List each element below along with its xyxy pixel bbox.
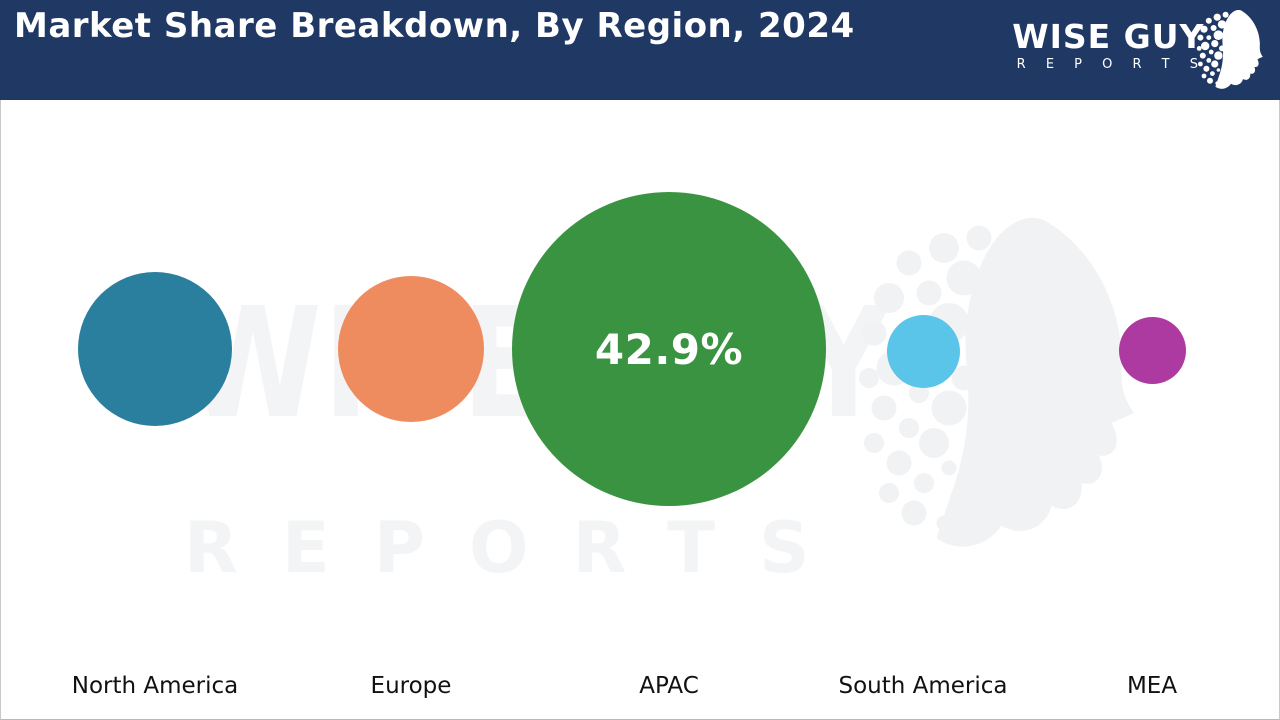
bubble-europe [338,276,484,422]
bubble-value-label: 42.9% [594,324,744,374]
watermark-brand-subtext: REPORTS [184,507,854,589]
bubble-mea [1118,316,1186,384]
category-label-south-america: South America [838,673,1008,699]
watermark-face-icon [839,218,1139,568]
brand-logo: WISE GUY R E P O R T S [1011,10,1266,94]
page-title: Market Share Breakdown, By Region, 2024 [14,6,855,46]
bubble-south-america [886,314,960,388]
category-label-europe: Europe [370,673,452,699]
category-label-apac: APAC [639,673,699,699]
category-label-mea: MEA [1126,673,1178,699]
header-bar: Market Share Breakdown, By Region, 2024 … [0,0,1280,100]
brand-name: WISE GUY [1012,17,1205,56]
bubble-apac: 42.9% [512,192,826,506]
bubble-chart: WISE GUY REPORTS North AmericaEurope42.9… [0,100,1280,720]
category-label-north-america: North America [71,673,239,699]
brand-wordmark: WISE GUY R E P O R T S [1011,17,1206,72]
bubble-north-america [78,272,232,426]
brand-face-icon [1190,10,1266,94]
brand-subtext: R E P O R T S [1016,56,1206,72]
